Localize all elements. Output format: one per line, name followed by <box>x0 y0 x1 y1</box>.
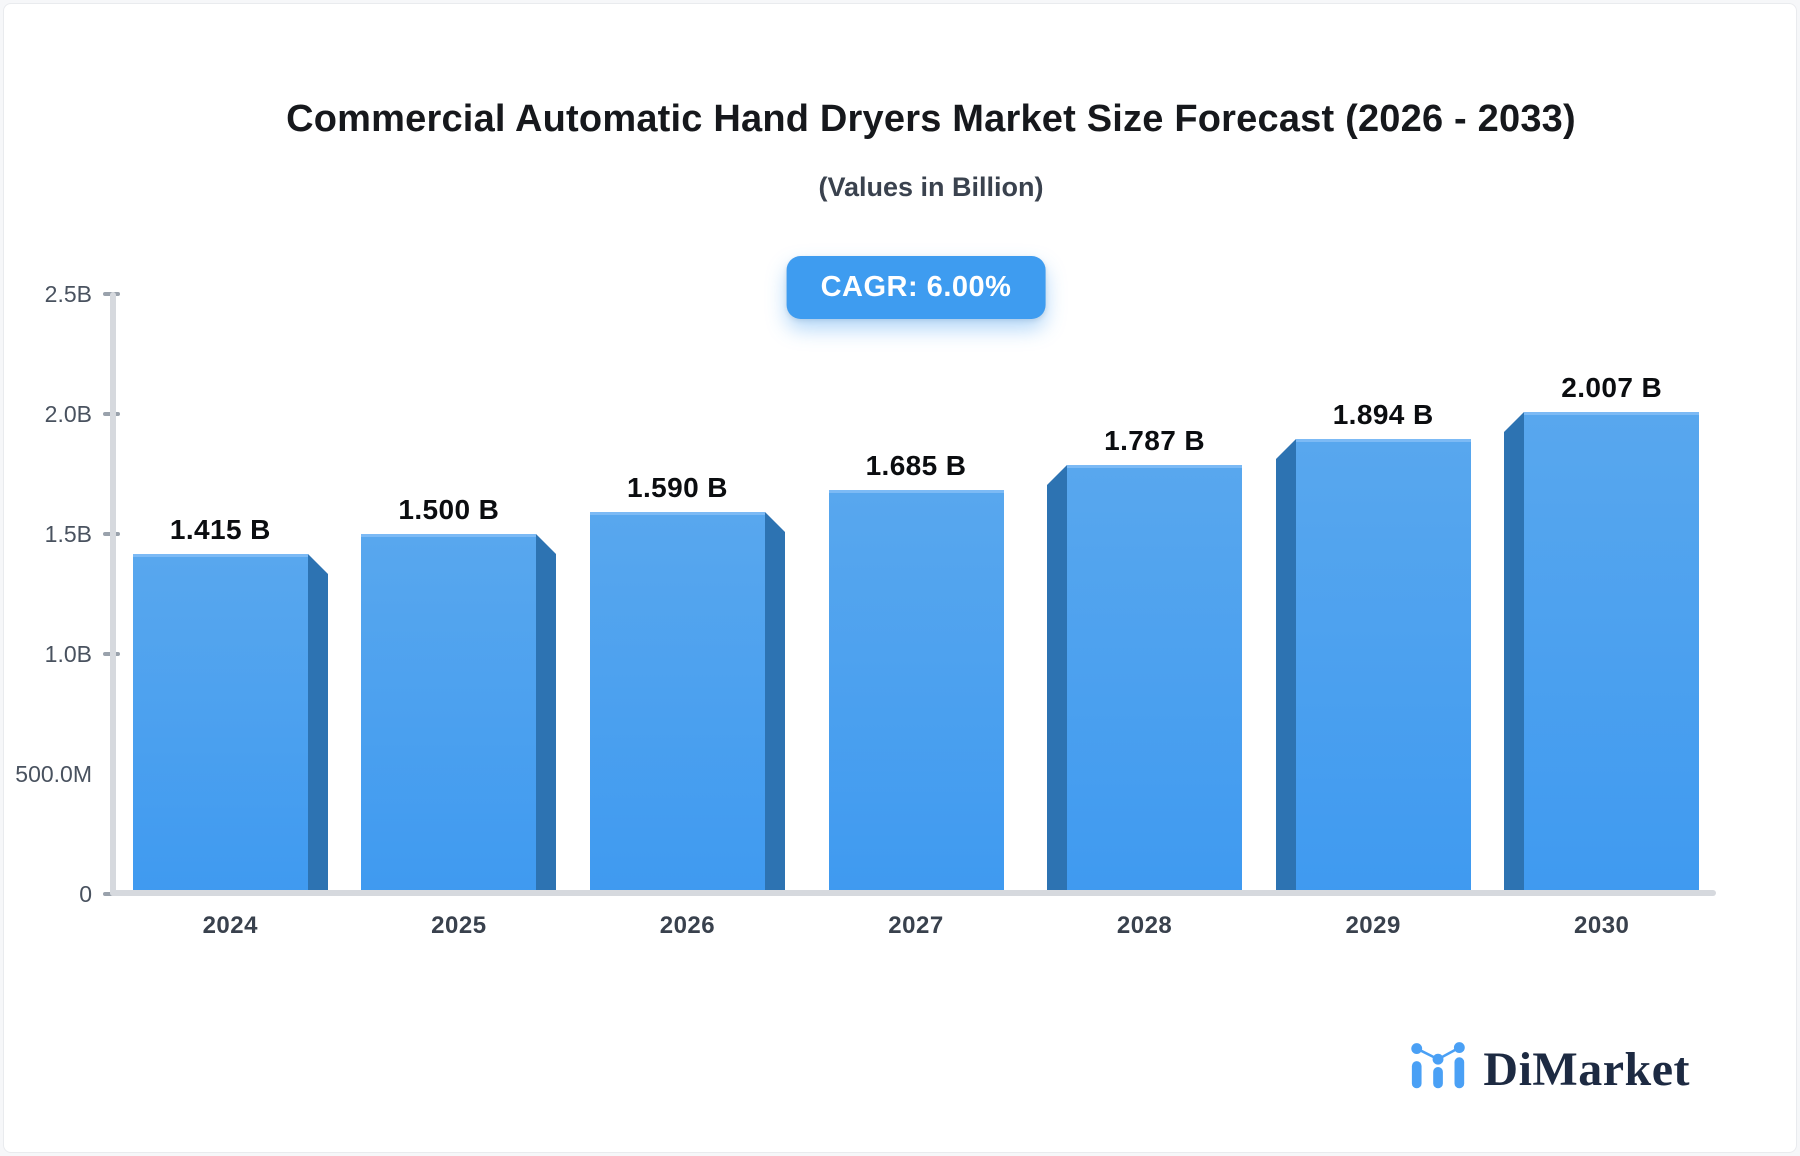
x-tick-label: 2028 <box>1116 912 1173 939</box>
bar-face: 1.500 B <box>361 494 537 894</box>
bar-group: 1.590 B <box>589 472 785 894</box>
bar-face: 1.590 B <box>589 472 765 894</box>
bar-group: 2.007 B <box>1504 372 1700 894</box>
y-tick-label: 1.5B <box>44 521 92 547</box>
y-axis-line <box>110 292 116 896</box>
y-tick-label: 1.0B <box>44 641 92 667</box>
bar-group: 1.894 B <box>1275 399 1471 894</box>
x-tick-label: 2025 <box>431 912 487 939</box>
bar-face: 1.894 B <box>1295 399 1471 894</box>
y-tick-label: 0 <box>79 881 92 907</box>
x-axis-labels: 2024 2025 2026 2027 2028 2029 2030 <box>116 912 1716 952</box>
x-tick-label: 2030 <box>1574 912 1630 939</box>
bar-value-label: 1.685 B <box>865 450 967 481</box>
bar-value-label: 1.894 B <box>1332 399 1434 430</box>
chart-card: Commercial Automatic Hand Dryers Market … <box>3 3 1797 1153</box>
bar-value-label: 1.500 B <box>398 494 500 525</box>
bar-face: 2.007 B <box>1524 372 1700 894</box>
x-tick-label: 2024 <box>202 912 258 939</box>
brand-logo: DiMarket <box>1408 1040 1690 1096</box>
bar-side-face <box>536 534 557 894</box>
y-tick-label: 2.0B <box>44 401 92 427</box>
chart-subtitle: (Values in Billion) <box>818 172 1044 202</box>
cagr-badge: CAGR: 6.00% <box>786 256 1046 319</box>
y-tick-label: 2.5B <box>44 281 92 307</box>
bar-face: 1.415 B <box>132 514 308 894</box>
chart-title: Commercial Automatic Hand Dryers Market … <box>286 98 1576 140</box>
bar-group: 1.685 B <box>828 450 1004 894</box>
bar-side-face <box>1275 439 1296 894</box>
bar-side-face <box>1047 465 1068 894</box>
x-tick-label: 2027 <box>888 912 944 939</box>
bar-group: 1.415 B <box>132 514 328 894</box>
x-tick-label: 2029 <box>1345 912 1401 939</box>
bar-value-label: 2.007 B <box>1561 372 1663 403</box>
bar-side-face <box>307 554 328 894</box>
bar-group: 1.500 B <box>361 494 557 894</box>
bar-side-face <box>1504 412 1525 894</box>
bar-line-chart-icon <box>1411 1042 1466 1089</box>
bar-group: 1.787 B <box>1047 425 1243 894</box>
bars-area: 1.415 B 1.500 B 1.590 B 1.685 B 1.787 B 1.894… <box>116 284 1716 894</box>
x-axis-line <box>110 890 1716 896</box>
bar-value-label: 1.590 B <box>626 472 728 503</box>
plot-area: 2.5B 2.0B 1.5B 1.0B 500.0M 0 1.415 B 1.500 B 1.… <box>4 4 1796 1152</box>
bar-side-face <box>764 512 785 894</box>
bar-face: 1.787 B <box>1067 425 1243 894</box>
bar-value-label: 1.787 B <box>1104 425 1205 456</box>
x-tick-label: 2026 <box>659 912 716 939</box>
y-tick-label: 500.0M <box>15 761 92 787</box>
bar-face: 1.685 B <box>828 450 1004 894</box>
bar-value-label: 1.415 B <box>169 514 271 545</box>
brand-name: DiMarket <box>1483 1042 1690 1096</box>
